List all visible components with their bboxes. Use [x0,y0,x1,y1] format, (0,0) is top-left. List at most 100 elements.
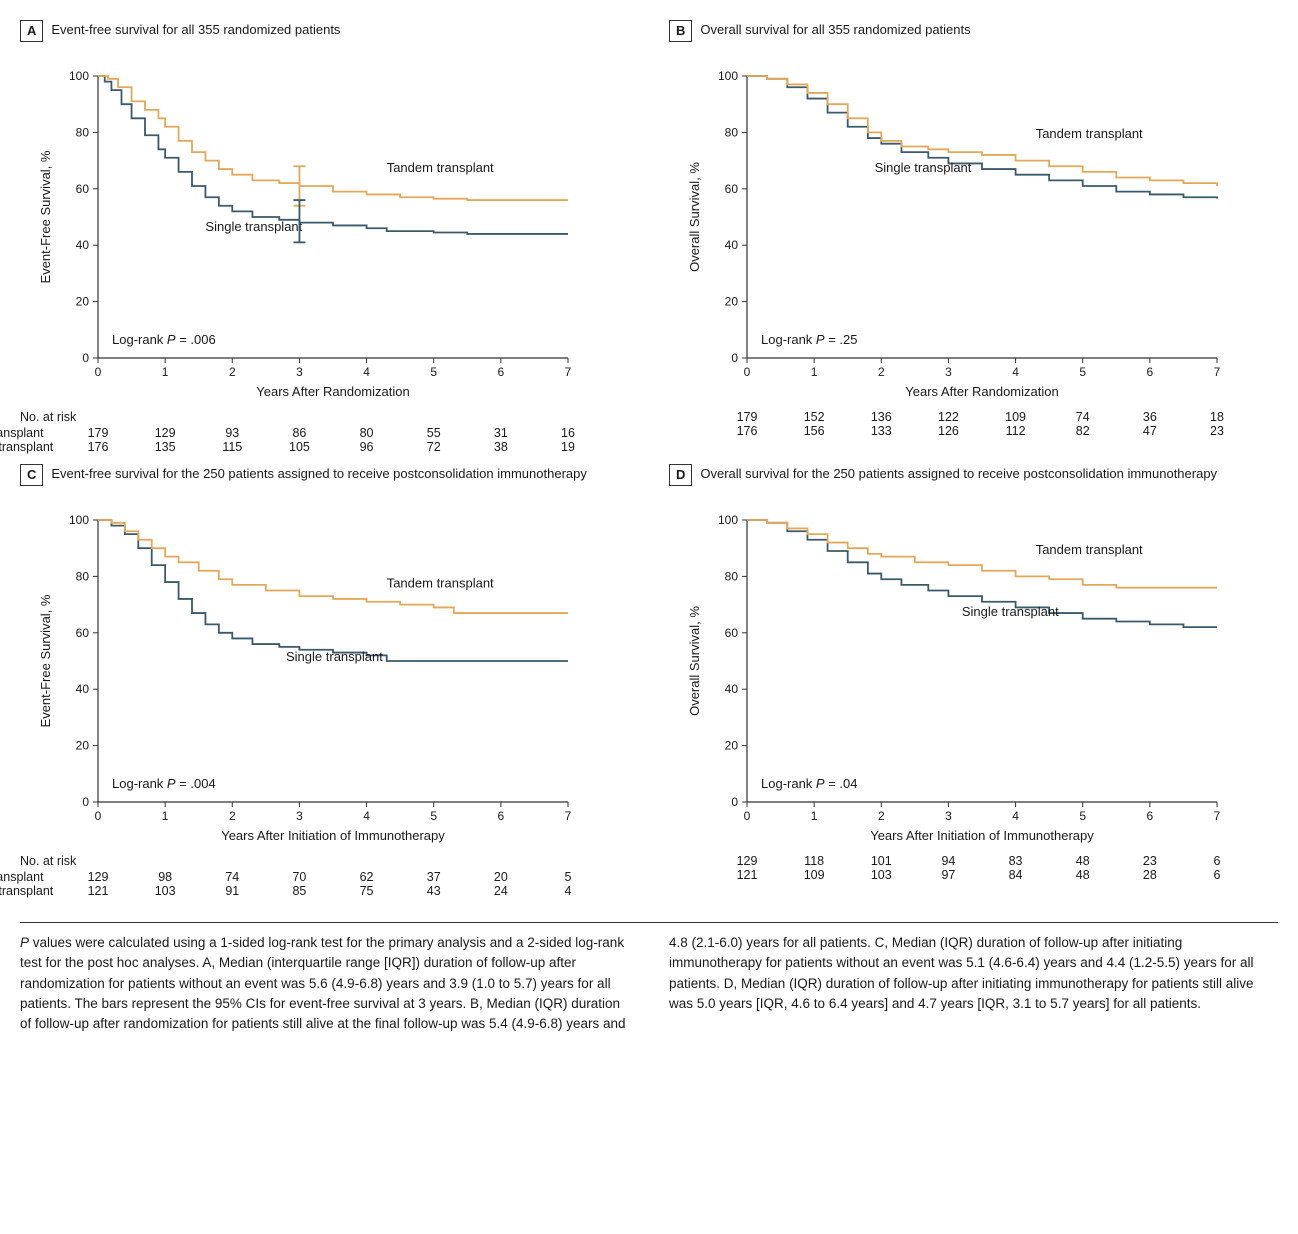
risk-cell: 18 [1183,410,1250,424]
panel-title-text: Overall survival for all 355 randomized … [700,20,970,39]
risk-row-label [593,854,713,868]
risk-cell: 82 [1049,424,1116,438]
svg-text:5: 5 [1079,809,1086,823]
risk-cell: 75 [333,884,400,898]
risk-cell: 129 [132,426,199,440]
risk-row-label [593,424,713,438]
risk-cell: 94 [915,854,982,868]
y-axis-label: Event-Free Survival, % [38,150,53,283]
risk-cell: 121 [64,884,131,898]
risk-cell: 20 [467,870,534,884]
risk-row-tandem: Tandem transplant17613511510596723819 [0,440,629,454]
svg-text:100: 100 [69,69,89,83]
svg-text:60: 60 [725,626,739,640]
risk-cell: 121 [713,868,780,882]
svg-text:6: 6 [498,365,505,379]
svg-text:2: 2 [878,809,885,823]
risk-cell: 96 [333,440,400,454]
svg-text:2: 2 [878,365,885,379]
risk-cell: 179 [713,410,780,424]
y-axis-label: Event-Free Survival, % [38,594,53,727]
risk-cell: 118 [781,854,848,868]
svg-text:60: 60 [725,182,739,196]
svg-text:100: 100 [718,69,738,83]
risk-cell: 115 [199,440,266,454]
series-label-tandem: Tandem transplant [387,160,494,175]
svg-text:80: 80 [725,125,739,139]
svg-text:0: 0 [744,365,751,379]
svg-text:4: 4 [363,809,370,823]
risk-header: No. at risk [20,854,629,868]
svg-text:40: 40 [76,238,90,252]
risk-table: 179152136122109743618 176156133126112824… [669,410,1278,438]
svg-text:20: 20 [76,739,90,753]
risk-cell: 91 [199,884,266,898]
risk-cell: 5 [534,870,601,884]
panel-title: AEvent-free survival for all 355 randomi… [20,20,629,60]
svg-text:2: 2 [229,365,236,379]
series-label-single: Single transplant [875,160,972,175]
svg-text:60: 60 [76,626,90,640]
risk-cell: 48 [1049,854,1116,868]
risk-table: 129118101948348236 121109103978448286 [669,854,1278,882]
risk-cell: 152 [781,410,848,424]
series-label-single: Single transplant [962,604,1059,619]
panel-title: BOverall survival for all 355 randomized… [669,20,1278,60]
risk-cell: 47 [1116,424,1183,438]
risk-row-single: 129118101948348236 [593,854,1278,868]
risk-cell: 103 [848,868,915,882]
svg-text:7: 7 [565,809,572,823]
svg-text:20: 20 [725,295,739,309]
risk-cell: 93 [199,426,266,440]
risk-cell: 156 [781,424,848,438]
risk-cell: 74 [199,870,266,884]
svg-text:20: 20 [725,739,739,753]
panel-letter: A [20,20,43,42]
figure-grid: AEvent-free survival for all 355 randomi… [20,20,1278,898]
log-rank-pvalue: Log-rank P = .004 [112,776,216,791]
panel-letter: C [20,464,43,486]
svg-text:0: 0 [731,795,738,809]
risk-row-label: Single transplant [0,870,64,884]
risk-cell: 70 [266,870,333,884]
svg-text:5: 5 [430,365,437,379]
km-chart: 02040608010001234567Years After Randomiz… [20,66,580,406]
km-curve-tandem [747,520,1217,588]
km-chart: 02040608010001234567Years After Randomiz… [669,66,1229,406]
risk-cell: 129 [64,870,131,884]
risk-cell: 24 [467,884,534,898]
risk-cell: 122 [915,410,982,424]
svg-text:100: 100 [69,513,89,527]
series-label-tandem: Tandem transplant [1036,126,1143,141]
risk-row-label: Single transplant [0,426,64,440]
svg-text:1: 1 [811,809,818,823]
series-label-single: Single transplant [286,649,383,664]
risk-cell: 84 [982,868,1049,882]
risk-cell: 85 [266,884,333,898]
svg-text:3: 3 [296,365,303,379]
risk-row-label: Tandem transplant [0,440,64,454]
risk-cell: 105 [266,440,333,454]
panel-title: CEvent-free survival for the 250 patient… [20,464,629,504]
svg-text:0: 0 [82,351,89,365]
svg-text:0: 0 [744,809,751,823]
risk-cell: 55 [400,426,467,440]
svg-text:1: 1 [162,365,169,379]
x-axis-label: Years After Initiation of Immunotherapy [870,828,1094,843]
risk-cell: 83 [982,854,1049,868]
risk-cell: 101 [848,854,915,868]
risk-cell: 86 [266,426,333,440]
svg-text:7: 7 [565,365,572,379]
svg-text:40: 40 [76,682,90,696]
risk-cell: 36 [1116,410,1183,424]
svg-text:3: 3 [945,365,952,379]
svg-text:40: 40 [725,682,739,696]
risk-cell: 4 [534,884,601,898]
risk-cell: 109 [982,410,1049,424]
svg-text:0: 0 [82,795,89,809]
risk-cell: 31 [467,426,534,440]
risk-cell: 129 [713,854,780,868]
risk-cell: 176 [713,424,780,438]
risk-cell: 74 [1049,410,1116,424]
svg-text:4: 4 [1012,809,1019,823]
